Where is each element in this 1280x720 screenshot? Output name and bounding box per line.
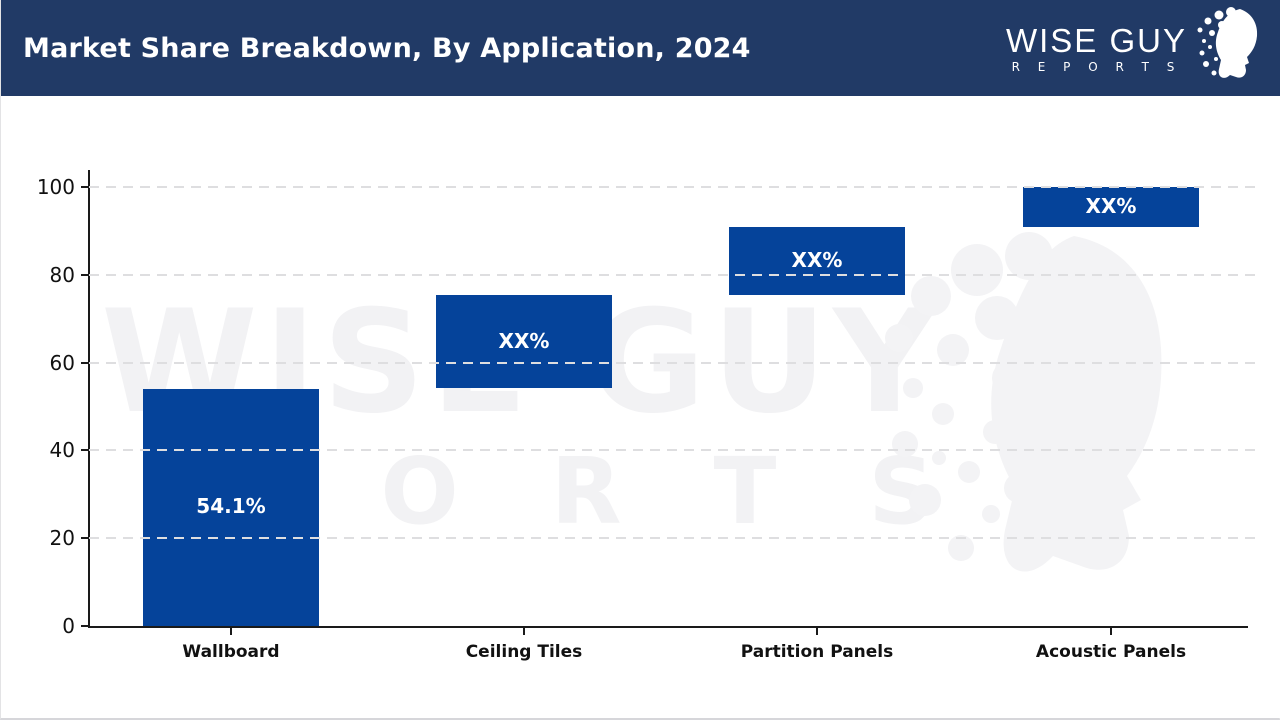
y-tick-label: 60 [49,350,75,375]
y-tick-mark [81,537,88,540]
y-tick-mark [81,449,88,452]
chart-title: Market Share Breakdown, By Application, … [23,32,751,64]
x-tick-mark [1110,628,1112,635]
bar-acoustic-panels [1023,187,1199,228]
plot-area: WISE GUY P O R T S 02040608010054.1%Wall… [1,96,1280,718]
y-tick-label: 80 [49,262,75,287]
y-tick-mark [81,625,88,627]
y-tick-label: 20 [49,526,75,551]
y-tick-mark [81,186,88,188]
category-label-ceiling-tiles: Ceiling Tiles [465,642,583,662]
category-label-wallboard: Wallboard [182,642,280,662]
y-tick-mark [81,273,88,276]
bar-value-label-ceiling-tiles: XX% [498,328,550,353]
logo-wordmark: WISE GUY R E P O R T S [1006,24,1187,73]
bar-value-label-partition-panels: XX% [791,247,843,272]
y-axis-line [88,170,90,628]
header-bar: Market Share Breakdown, By Application, … [1,0,1280,96]
gridline-60 [89,361,1259,364]
gridline-20 [89,537,1259,540]
logo-head-icon [1193,6,1259,90]
x-axis-line [88,626,1248,628]
watermark-line2: P O R T S [221,438,965,545]
x-tick-mark [816,628,818,635]
logo-wordmark-line2: R E P O R T S [1011,59,1182,74]
bar-wallboard [143,388,319,626]
gridline-100 [89,186,1259,188]
x-tick-mark [230,628,232,635]
gridline-80 [89,273,1259,276]
category-label-partition-panels: Partition Panels [740,642,894,662]
wise-guy-logo: WISE GUY R E P O R T S [1006,6,1259,90]
category-label-acoustic-panels: Acoustic Panels [1035,642,1187,662]
bar-partition-panels [729,227,905,295]
y-tick-label: 100 [36,175,75,199]
bar-value-label-acoustic-panels: XX% [1085,194,1137,219]
bar-value-label-wallboard: 54.1% [196,494,266,519]
gridline-40 [89,449,1259,452]
y-tick-label: 40 [49,438,75,463]
y-tick-label: 0 [62,614,75,638]
logo-wordmark-line1: WISE GUY [1005,21,1187,59]
y-tick-mark [81,361,88,364]
watermark-head-icon [869,218,1179,692]
x-tick-mark [523,628,525,635]
bar-ceiling-tiles [436,294,612,389]
